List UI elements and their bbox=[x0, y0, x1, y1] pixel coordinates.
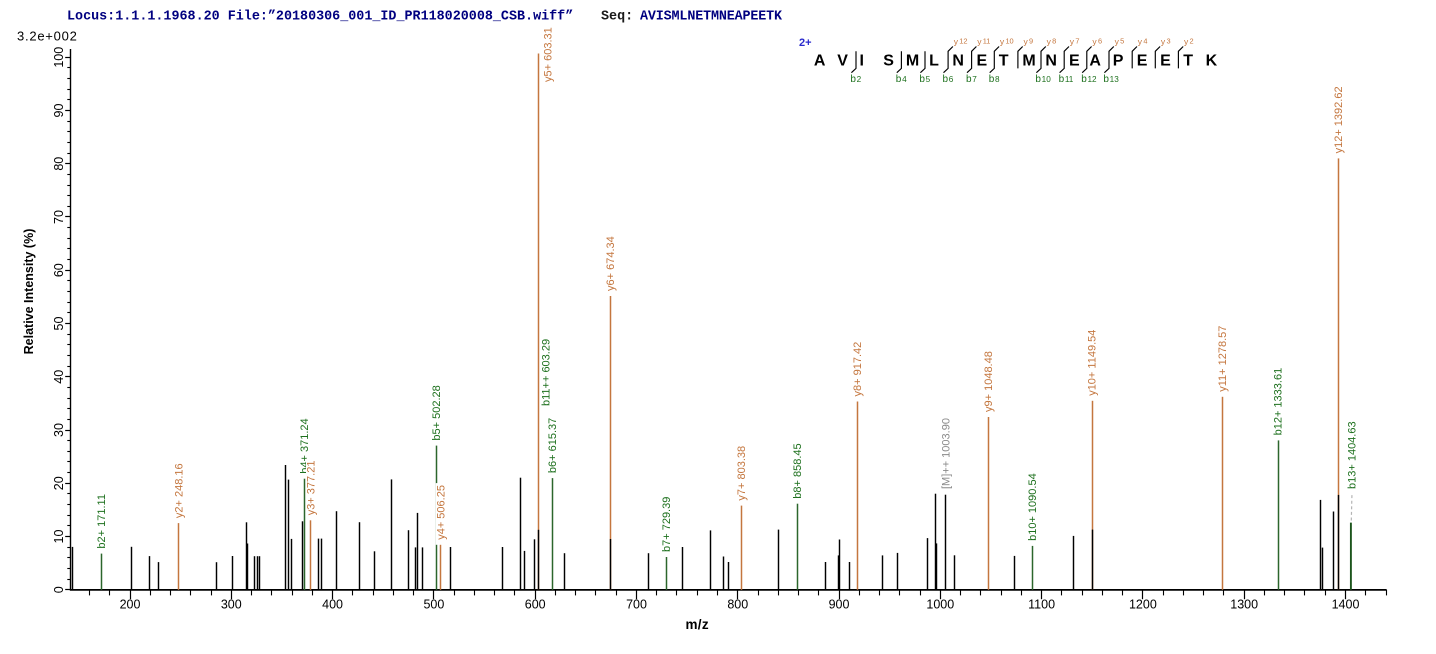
svg-text:m/z: m/z bbox=[686, 617, 709, 632]
svg-text:y6+ 674.34: y6+ 674.34 bbox=[605, 236, 617, 291]
svg-text:y12+ 1392.62: y12+ 1392.62 bbox=[1333, 86, 1345, 153]
svg-text:10: 10 bbox=[52, 530, 66, 544]
svg-text:3.2e+002: 3.2e+002 bbox=[17, 29, 78, 44]
svg-text:900: 900 bbox=[829, 598, 850, 612]
svg-text:b12+ 1333.61: b12+ 1333.61 bbox=[1273, 368, 1285, 436]
svg-text:b6: b6 bbox=[943, 74, 954, 85]
svg-text:b8+ 858.45: b8+ 858.45 bbox=[792, 443, 804, 498]
svg-text:y4: y4 bbox=[1138, 37, 1148, 47]
svg-text:L: L bbox=[929, 52, 939, 69]
svg-text:y6: y6 bbox=[1092, 37, 1102, 47]
svg-text:AVISMLNETMNEAPEETK: AVISMLNETMNEAPEETK bbox=[640, 10, 783, 25]
svg-text:80: 80 bbox=[52, 157, 66, 171]
svg-text:y9+ 1048.48: y9+ 1048.48 bbox=[983, 351, 995, 412]
svg-text:b8: b8 bbox=[989, 74, 1000, 85]
svg-text:V: V bbox=[837, 52, 848, 69]
svg-text:600: 600 bbox=[525, 598, 546, 612]
svg-text:Seq:: Seq: bbox=[601, 10, 633, 25]
svg-text:K: K bbox=[1206, 52, 1218, 69]
svg-text:b13: b13 bbox=[1103, 74, 1119, 85]
svg-text:b5+ 502.28: b5+ 502.28 bbox=[431, 385, 443, 440]
svg-text:b10+ 1090.54: b10+ 1090.54 bbox=[1027, 473, 1039, 541]
svg-text:500: 500 bbox=[423, 598, 444, 612]
svg-text:b7+ 729.39: b7+ 729.39 bbox=[661, 497, 673, 552]
svg-text:N: N bbox=[952, 52, 964, 69]
svg-text:b6+ 615.37: b6+ 615.37 bbox=[547, 418, 559, 473]
svg-text:T: T bbox=[999, 52, 1009, 69]
svg-text:b11++ 603.29: b11++ 603.29 bbox=[541, 339, 553, 406]
svg-text:[M]++ 1003.90: [M]++ 1003.90 bbox=[941, 418, 953, 489]
svg-text:b7: b7 bbox=[966, 74, 977, 85]
svg-text:A: A bbox=[1089, 52, 1101, 69]
svg-text:P: P bbox=[1113, 52, 1124, 69]
svg-text:400: 400 bbox=[322, 598, 343, 612]
svg-text:E: E bbox=[976, 52, 987, 69]
svg-text:b13+ 1404.63: b13+ 1404.63 bbox=[1346, 421, 1358, 489]
svg-text:y10: y10 bbox=[1000, 37, 1014, 47]
svg-text:y8+ 917.42: y8+ 917.42 bbox=[852, 342, 864, 397]
svg-text:A: A bbox=[814, 52, 826, 69]
svg-text:S: S bbox=[883, 52, 894, 69]
svg-text:1100: 1100 bbox=[1028, 598, 1055, 612]
svg-text:y11+ 1278.57: y11+ 1278.57 bbox=[1217, 326, 1229, 392]
svg-text:0: 0 bbox=[52, 586, 66, 593]
svg-text:30: 30 bbox=[52, 423, 66, 437]
svg-text:y3+ 377.21: y3+ 377.21 bbox=[306, 461, 318, 516]
svg-text:E: E bbox=[1137, 52, 1148, 69]
svg-text:y7: y7 bbox=[1070, 37, 1080, 47]
svg-text:y2+ 248.16: y2+ 248.16 bbox=[174, 463, 186, 518]
svg-text:E: E bbox=[1160, 52, 1171, 69]
svg-text:70: 70 bbox=[52, 210, 66, 224]
svg-text:Relative Intensity (%): Relative Intensity (%) bbox=[22, 229, 36, 355]
svg-text:300: 300 bbox=[221, 598, 242, 612]
svg-text:50: 50 bbox=[52, 317, 66, 331]
svg-text:N: N bbox=[1045, 52, 1057, 69]
svg-text:b2: b2 bbox=[850, 74, 861, 85]
svg-text:20: 20 bbox=[52, 476, 66, 490]
svg-text:y10+ 1149.54: y10+ 1149.54 bbox=[1087, 330, 1099, 396]
svg-text:y2: y2 bbox=[1184, 37, 1194, 47]
svg-text:y3: y3 bbox=[1161, 37, 1171, 47]
svg-text:y7+ 803.38: y7+ 803.38 bbox=[736, 446, 748, 501]
svg-text:y9: y9 bbox=[1024, 37, 1034, 47]
svg-text:1400: 1400 bbox=[1332, 598, 1360, 612]
svg-text:y11: y11 bbox=[977, 37, 990, 47]
svg-text:T: T bbox=[1183, 52, 1193, 69]
svg-text:1300: 1300 bbox=[1230, 598, 1258, 612]
svg-text:200: 200 bbox=[120, 598, 141, 612]
svg-text:2+: 2+ bbox=[799, 37, 812, 49]
svg-text:1200: 1200 bbox=[1129, 598, 1157, 612]
svg-text:y4+ 506.25: y4+ 506.25 bbox=[435, 485, 447, 540]
svg-text:y8: y8 bbox=[1047, 37, 1057, 47]
svg-text:y12: y12 bbox=[954, 37, 968, 47]
svg-text:b4: b4 bbox=[896, 74, 907, 85]
svg-text:b2+ 171.11: b2+ 171.11 bbox=[96, 494, 108, 549]
svg-text:90: 90 bbox=[52, 104, 66, 118]
svg-text:Locus:1.1.1.1968.20 File:”2018: Locus:1.1.1.1968.20 File:”20180306_001_I… bbox=[67, 10, 573, 25]
svg-text:M: M bbox=[906, 52, 919, 69]
svg-text:M: M bbox=[1022, 52, 1035, 69]
svg-text:100: 100 bbox=[52, 47, 66, 68]
svg-text:1000: 1000 bbox=[926, 598, 954, 612]
svg-text:y5+ 603.31: y5+ 603.31 bbox=[543, 27, 555, 82]
svg-text:800: 800 bbox=[727, 598, 748, 612]
svg-text:y5: y5 bbox=[1115, 37, 1125, 47]
svg-text:b12: b12 bbox=[1081, 74, 1097, 85]
svg-text:40: 40 bbox=[52, 370, 66, 384]
svg-text:I: I bbox=[859, 52, 863, 69]
svg-text:b10: b10 bbox=[1035, 74, 1051, 85]
svg-text:700: 700 bbox=[626, 598, 647, 612]
svg-text:E: E bbox=[1069, 52, 1080, 69]
svg-text:b5: b5 bbox=[919, 74, 930, 85]
svg-text:60: 60 bbox=[52, 263, 66, 277]
svg-text:b11: b11 bbox=[1059, 74, 1074, 85]
